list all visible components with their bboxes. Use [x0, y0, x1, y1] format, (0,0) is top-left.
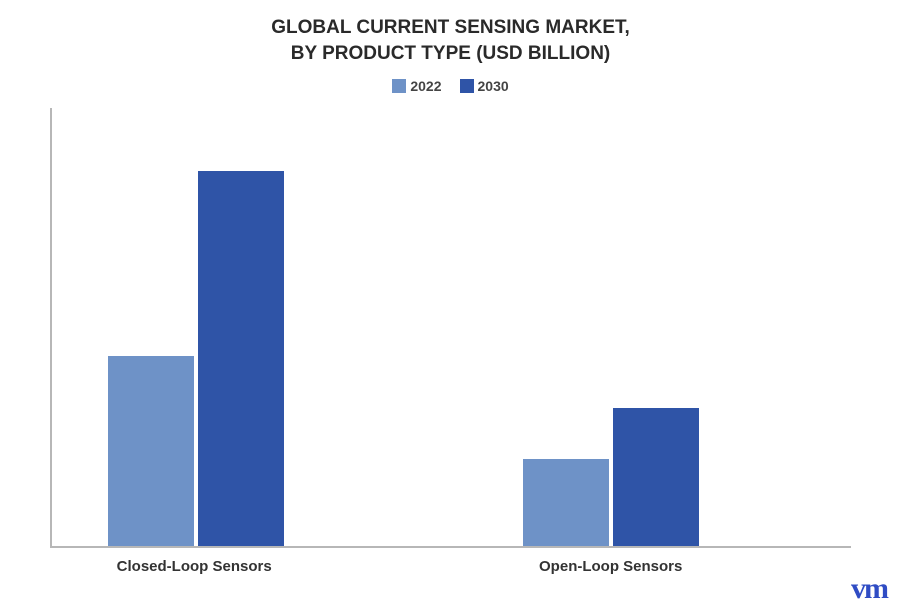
- legend-label-2030: 2030: [478, 78, 509, 94]
- legend-item-2030: 2030: [460, 78, 509, 94]
- legend-item-2022: 2022: [392, 78, 441, 94]
- bar-closed-loop-2030: [198, 171, 284, 546]
- title-line-1: GLOBAL CURRENT SENSING MARKET,: [40, 15, 861, 41]
- legend-swatch-2022: [392, 79, 406, 93]
- bar-group-closed-loop: [108, 171, 284, 546]
- title-line-2: BY PRODUCT TYPE (USD BILLION): [40, 41, 861, 67]
- chart-container: GLOBAL CURRENT SENSING MARKET, BY PRODUC…: [40, 15, 861, 582]
- bar-open-loop-2030: [613, 408, 699, 546]
- chart-legend: 2022 2030: [40, 78, 861, 94]
- bar-open-loop-2022: [523, 459, 609, 546]
- legend-label-2022: 2022: [410, 78, 441, 94]
- bar-group-open-loop: [523, 408, 699, 546]
- x-label-open-loop: Open-Loop Sensors: [539, 558, 682, 575]
- plot-area: [50, 108, 851, 548]
- bar-closed-loop-2022: [108, 356, 194, 546]
- x-axis-labels: Closed-Loop Sensors Open-Loop Sensors: [50, 558, 851, 582]
- legend-swatch-2030: [460, 79, 474, 93]
- brand-logo: vm: [851, 572, 887, 606]
- chart-title: GLOBAL CURRENT SENSING MARKET, BY PRODUC…: [40, 15, 861, 78]
- x-label-closed-loop: Closed-Loop Sensors: [117, 558, 272, 575]
